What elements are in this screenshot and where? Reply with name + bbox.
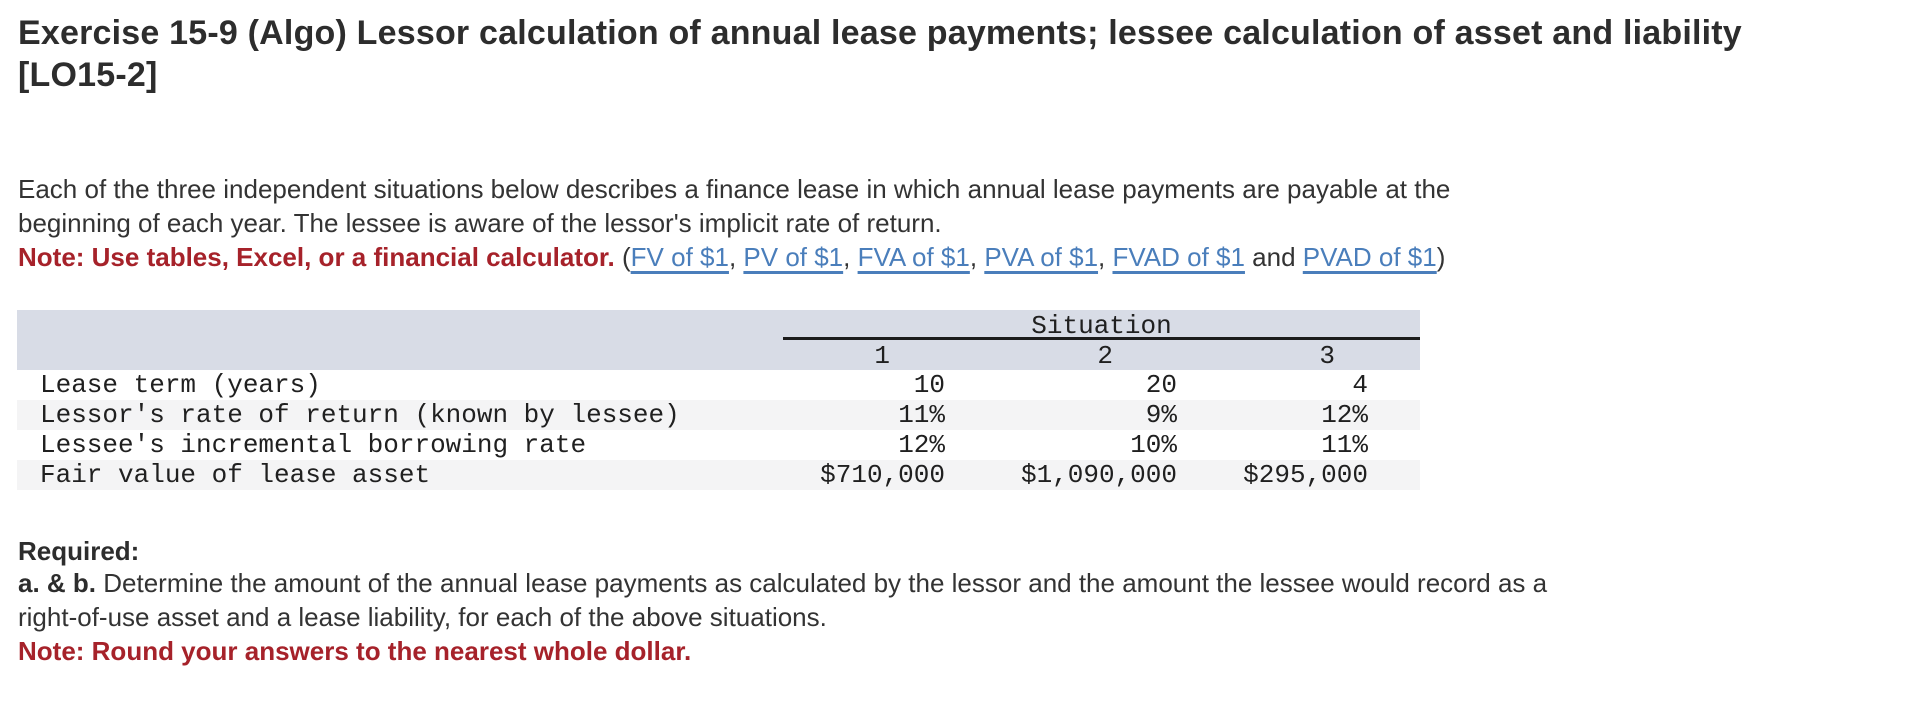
intro-line1: Each of the three independent situations… (18, 174, 1451, 204)
row-value-situation-2: 10% (1130, 430, 1177, 460)
required-body-line2: right-of-use asset and a lease liability… (18, 602, 827, 632)
paren-open: ( (614, 242, 631, 272)
page-title: Exercise 15-9 (Algo) Lessor calculation … (18, 12, 1918, 96)
intro-line2: beginning of each year. The lessee is aw… (18, 208, 942, 238)
intro-paragraph: Each of the three independent situations… (18, 172, 1918, 274)
column-header-situation-2: 2 (1097, 341, 1113, 371)
row-value-situation-3: $295,000 (1243, 460, 1368, 490)
page-title-line1: Exercise 15-9 (Algo) Lessor calculation … (18, 14, 1742, 52)
row-value-situation-3: 11% (1321, 430, 1368, 460)
link-pvad-of-1[interactable]: PVAD of $1 (1302, 242, 1437, 272)
table-row-lease-term: Lease term (years) 10 20 4 (17, 370, 1420, 400)
calculator-note: Note: Use tables, Excel, or a financial … (18, 242, 615, 272)
table-header: Situation 1 2 3 (17, 310, 1420, 370)
row-value-situation-1: 11% (898, 400, 945, 430)
paren-close: ) (1436, 242, 1446, 272)
required-body: a. & b. Determine the amount of the annu… (18, 566, 1918, 634)
row-value-situation-2: $1,090,000 (1020, 460, 1177, 490)
table-row-lessee-borrowing-rate: Lessee's incremental borrowing rate 12% … (17, 430, 1420, 460)
column-header-situation-3: 3 (1319, 341, 1335, 371)
link-fvad-of-1[interactable]: FVAD of $1 (1112, 242, 1245, 272)
row-value-situation-1: 10 (913, 370, 945, 400)
link-conjunction: and (1244, 242, 1303, 272)
link-separator: , (1098, 242, 1113, 272)
situations-table: Situation 1 2 3 Lease term (years) 10 20… (17, 310, 1420, 490)
required-section: Required: a. & b. Determine the amount o… (18, 536, 1918, 668)
table-header-rule (783, 337, 1420, 340)
table-header-group-label: Situation (1031, 311, 1172, 341)
row-value-situation-2: 9% (1145, 400, 1177, 430)
link-pv-of-1[interactable]: PV of $1 (743, 242, 844, 272)
row-label: Lessee's incremental borrowing rate (40, 430, 587, 460)
row-label: Fair value of lease asset (40, 460, 431, 490)
row-value-situation-1: $710,000 (820, 460, 945, 490)
table-row-lessor-rate: Lessor's rate of return (known by lessee… (17, 400, 1420, 430)
page-title-line2: [LO15-2] (18, 56, 158, 94)
link-fva-of-1[interactable]: FVA of $1 (857, 242, 970, 272)
table-column-headers: 1 2 3 (17, 342, 1420, 370)
intro-note-line: Note: Use tables, Excel, or a financial … (18, 240, 1918, 274)
link-fv-of-1[interactable]: FV of $1 (630, 242, 729, 272)
required-body-line1: a. & b. Determine the amount of the annu… (18, 566, 1918, 600)
row-label: Lessor's rate of return (known by lessee… (40, 400, 680, 430)
required-heading: Required: (18, 536, 140, 566)
column-header-situation-1: 1 (874, 341, 890, 371)
required-item-prefix: a. & b. (18, 568, 97, 598)
exercise-page: Exercise 15-9 (Algo) Lessor calculation … (0, 12, 1918, 714)
row-value-situation-3: 4 (1352, 370, 1368, 400)
row-label: Lease term (years) (40, 370, 321, 400)
link-separator: , (969, 242, 985, 272)
rounding-note: Note: Round your answers to the nearest … (18, 636, 692, 666)
link-separator: , (843, 242, 858, 272)
link-separator: , (728, 242, 744, 272)
required-body-text1: Determine the amount of the annual lease… (103, 568, 1548, 598)
link-pva-of-1[interactable]: PVA of $1 (984, 242, 1099, 272)
row-value-situation-2: 20 (1145, 370, 1177, 400)
table-row-fair-value: Fair value of lease asset $710,000 $1,09… (17, 460, 1420, 490)
row-value-situation-1: 12% (898, 430, 945, 460)
row-value-situation-3: 12% (1321, 400, 1368, 430)
